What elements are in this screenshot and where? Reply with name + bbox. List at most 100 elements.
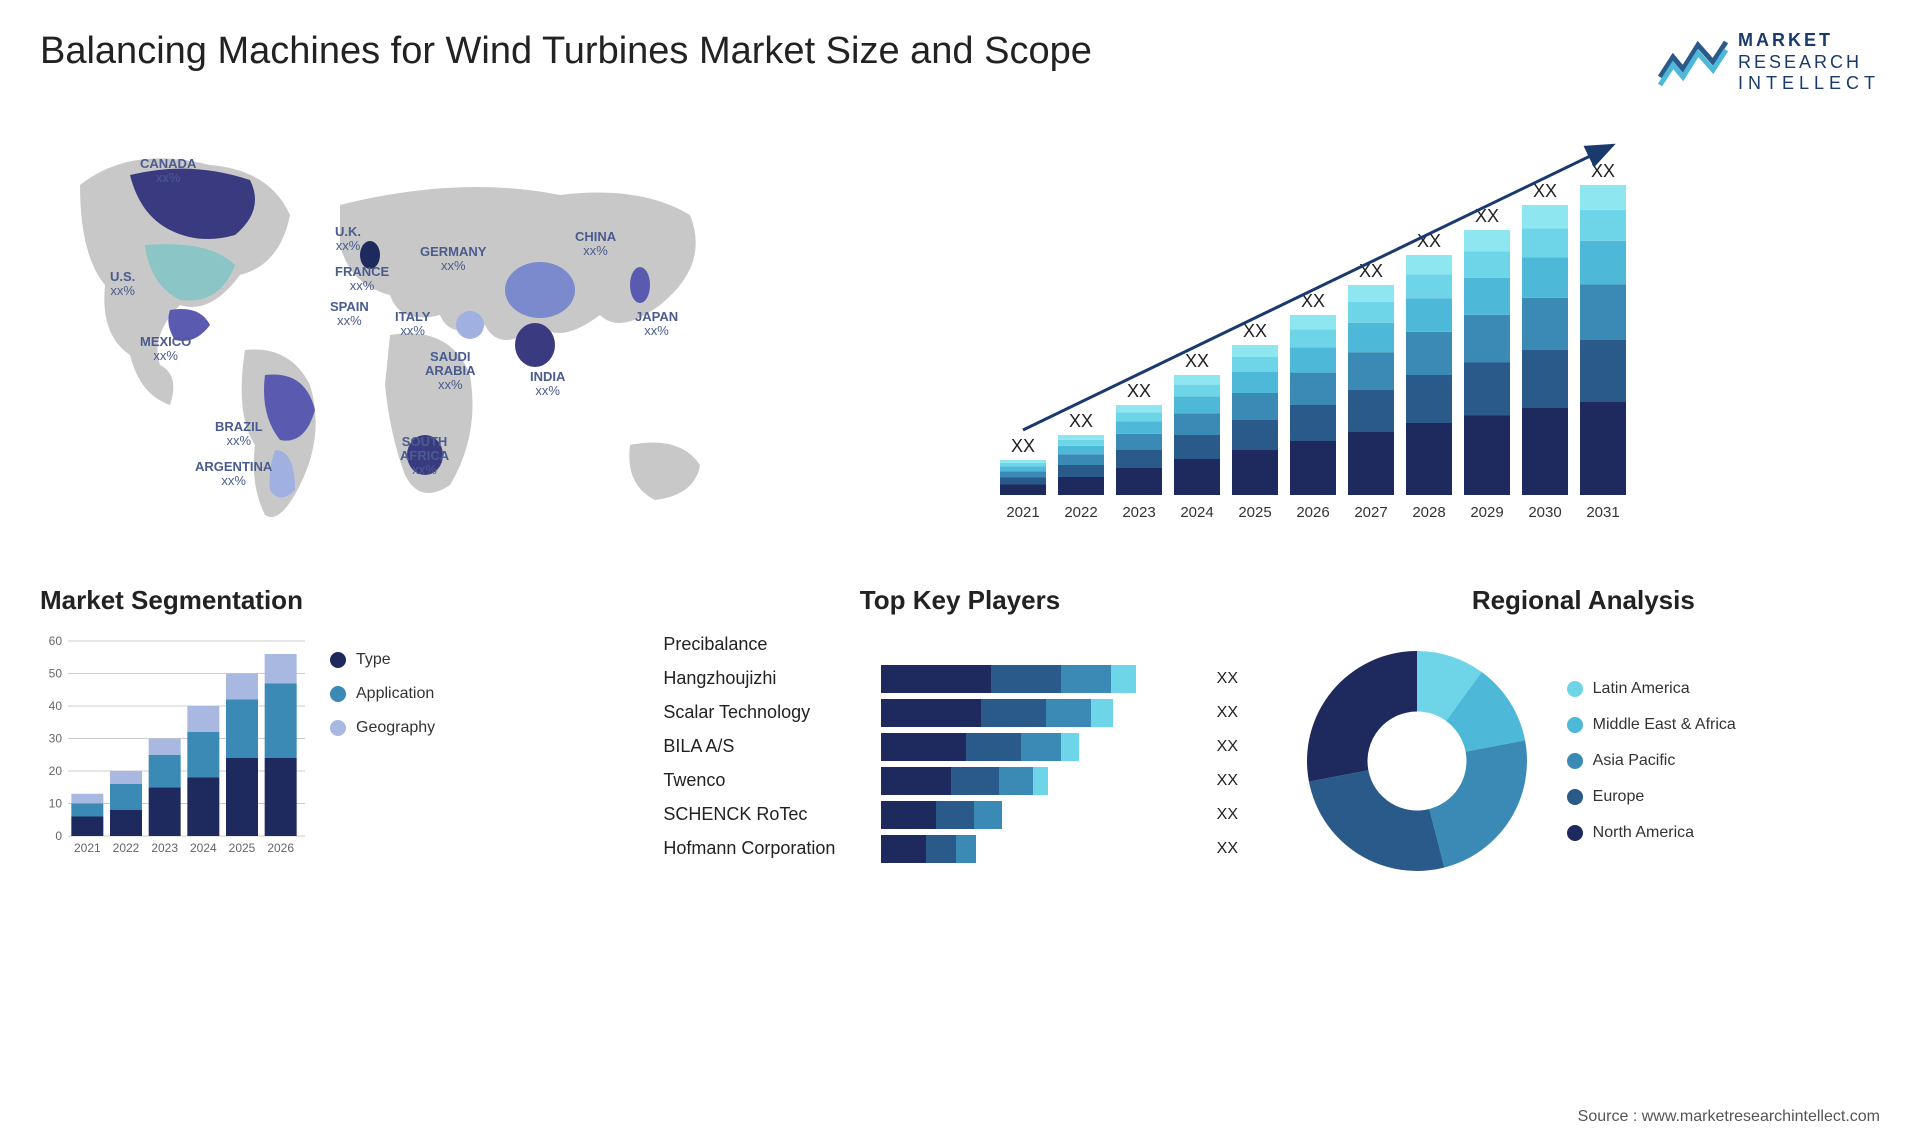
legend-label: Europe xyxy=(1593,788,1645,806)
bar-segment xyxy=(1000,466,1046,471)
seg-bar-segment xyxy=(110,784,142,810)
donut-slice xyxy=(1309,770,1444,871)
seg-bar-segment xyxy=(149,755,181,788)
legend-item: Geography xyxy=(330,719,435,737)
map-country-label: SOUTHAFRICAxx% xyxy=(400,435,449,478)
bar-segment xyxy=(1522,205,1568,228)
legend-item: Europe xyxy=(1567,788,1736,806)
bar-segment xyxy=(1406,332,1452,375)
player-name: SCHENCK RoTec xyxy=(663,804,873,825)
player-bar-segment xyxy=(956,835,976,863)
map-country-label: BRAZILxx% xyxy=(215,420,263,449)
bar-value-label: XX xyxy=(1185,351,1209,371)
seg-bar-segment xyxy=(226,758,258,836)
bar-segment xyxy=(1232,420,1278,450)
bar-year-label: 2027 xyxy=(1354,504,1387,521)
regional-legend: Latin AmericaMiddle East & AfricaAsia Pa… xyxy=(1567,680,1736,842)
map-country-label: GERMANYxx% xyxy=(420,245,486,274)
map-country-label: CANADAxx% xyxy=(140,157,196,186)
seg-bar-segment xyxy=(71,816,103,836)
seg-bar-segment xyxy=(71,794,103,804)
source-label: Source : www.marketresearchintellect.com xyxy=(1578,1108,1880,1126)
segmentation-panel: Market Segmentation 01020304050602021202… xyxy=(40,585,633,891)
player-value: XX xyxy=(1217,670,1257,688)
bar-segment xyxy=(1348,432,1394,495)
player-row: SCHENCK RoTec XX xyxy=(663,801,1256,829)
segmentation-title: Market Segmentation xyxy=(40,585,633,616)
bar-year-label: 2029 xyxy=(1470,504,1503,521)
map-country-label: FRANCExx% xyxy=(335,265,389,294)
map-country-label: ITALYxx% xyxy=(395,310,430,339)
player-bar-segment xyxy=(1046,699,1091,727)
bar-segment xyxy=(1116,421,1162,434)
regional-panel: Regional Analysis Latin AmericaMiddle Ea… xyxy=(1287,585,1880,891)
bar-segment xyxy=(1116,450,1162,468)
seg-bar-segment xyxy=(149,738,181,754)
player-bar-segment xyxy=(991,665,1061,693)
page-title: Balancing Machines for Wind Turbines Mar… xyxy=(40,30,1092,73)
player-row: Scalar TechnologyXX xyxy=(663,699,1256,727)
legend-item: Middle East & Africa xyxy=(1567,716,1736,734)
seg-bar-segment xyxy=(226,673,258,699)
seg-year: 2025 xyxy=(229,841,256,855)
bar-segment xyxy=(1116,468,1162,495)
bar-segment xyxy=(1232,393,1278,420)
legend-item: Latin America xyxy=(1567,680,1736,698)
bar-segment xyxy=(1464,415,1510,495)
bar-segment xyxy=(1406,255,1452,274)
player-bar-segment xyxy=(1111,665,1136,693)
player-bar xyxy=(881,733,1208,761)
players-list: PrecibalanceHangzhoujizhiXXScalar Techno… xyxy=(663,631,1256,863)
bar-segment xyxy=(1464,277,1510,314)
player-bar xyxy=(881,801,1208,829)
player-bar xyxy=(881,767,1208,795)
player-bar xyxy=(881,631,1208,659)
map-country-label: U.S.xx% xyxy=(110,270,135,299)
bar-segment xyxy=(1464,315,1510,363)
bar-segment xyxy=(1580,241,1626,284)
market-size-chart: XX2021XX2022XX2023XX2024XX2025XX2026XX20… xyxy=(980,125,1880,545)
y-tick: 60 xyxy=(49,634,63,648)
bar-segment xyxy=(1116,412,1162,421)
player-bar-segment xyxy=(981,699,1046,727)
y-tick: 30 xyxy=(49,731,63,745)
bar-segment xyxy=(1232,372,1278,393)
bar-year-label: 2031 xyxy=(1586,504,1619,521)
bar-segment xyxy=(1174,384,1220,396)
bar-year-label: 2023 xyxy=(1122,504,1155,521)
bar-year-label: 2026 xyxy=(1296,504,1329,521)
bar-value-label: XX xyxy=(1069,411,1093,431)
bar-segment xyxy=(1058,440,1104,446)
bar-segment xyxy=(1058,446,1104,454)
bar-segment xyxy=(1000,484,1046,495)
player-row: TwencoXX xyxy=(663,767,1256,795)
player-bar-segment xyxy=(966,733,1021,761)
bar-year-label: 2022 xyxy=(1064,504,1097,521)
player-bar-segment xyxy=(951,767,999,795)
brand-line1: MARKET xyxy=(1738,30,1880,52)
bar-value-label: XX xyxy=(1359,261,1383,281)
bar-segment xyxy=(1348,352,1394,390)
bar-segment xyxy=(1580,284,1626,340)
seg-bar-segment xyxy=(265,683,297,758)
bar-value-label: XX xyxy=(1127,381,1151,401)
bar-year-label: 2021 xyxy=(1006,504,1039,521)
bar-segment xyxy=(1174,413,1220,435)
y-tick: 20 xyxy=(49,764,63,778)
player-bar-segment xyxy=(974,801,1002,829)
bar-segment xyxy=(1580,185,1626,210)
seg-bar-segment xyxy=(265,654,297,683)
bar-segment xyxy=(1174,459,1220,495)
bar-segment xyxy=(1580,402,1626,495)
bar-segment xyxy=(1116,405,1162,412)
player-bar-segment xyxy=(881,835,926,863)
bar-segment xyxy=(1290,405,1336,441)
market-size-bars: XX2021XX2022XX2023XX2024XX2025XX2026XX20… xyxy=(980,125,1680,545)
player-value: XX xyxy=(1217,806,1257,824)
bar-segment xyxy=(1348,285,1394,302)
player-row: BILA A/SXX xyxy=(663,733,1256,761)
bar-segment xyxy=(1406,375,1452,423)
player-bar-segment xyxy=(1061,733,1079,761)
map-country-label: JAPANxx% xyxy=(635,310,678,339)
legend-label: North America xyxy=(1593,824,1694,842)
